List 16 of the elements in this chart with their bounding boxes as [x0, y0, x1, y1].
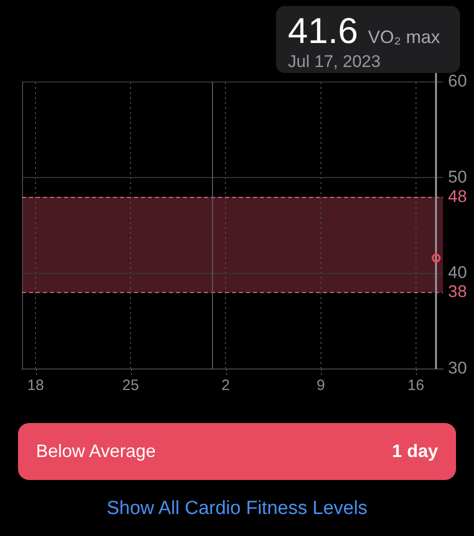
text: VO₂ max — [368, 27, 440, 47]
x-tick-label: 25 — [122, 377, 139, 394]
text: Jul 17, 2023 — [288, 52, 381, 71]
x-tick-label: 16 — [407, 377, 424, 394]
y-tick-label: 50 — [448, 167, 467, 186]
ref-line-label: 38 — [448, 282, 467, 302]
x-tick-label: 9 — [316, 377, 325, 394]
x-tick-label: 18 — [27, 377, 44, 394]
text: Show All Cardio Fitness Levels — [106, 497, 368, 521]
y-tick-label: 40 — [448, 263, 467, 282]
level-card: Below Average 1 day — [18, 423, 456, 480]
text: 41.6 — [288, 10, 358, 51]
y-tick-label: 30 — [448, 358, 467, 378]
x-tick-label: 2 — [222, 377, 230, 394]
y-tick-label: 60 — [448, 72, 467, 91]
ref-line-label: 48 — [448, 187, 467, 206]
